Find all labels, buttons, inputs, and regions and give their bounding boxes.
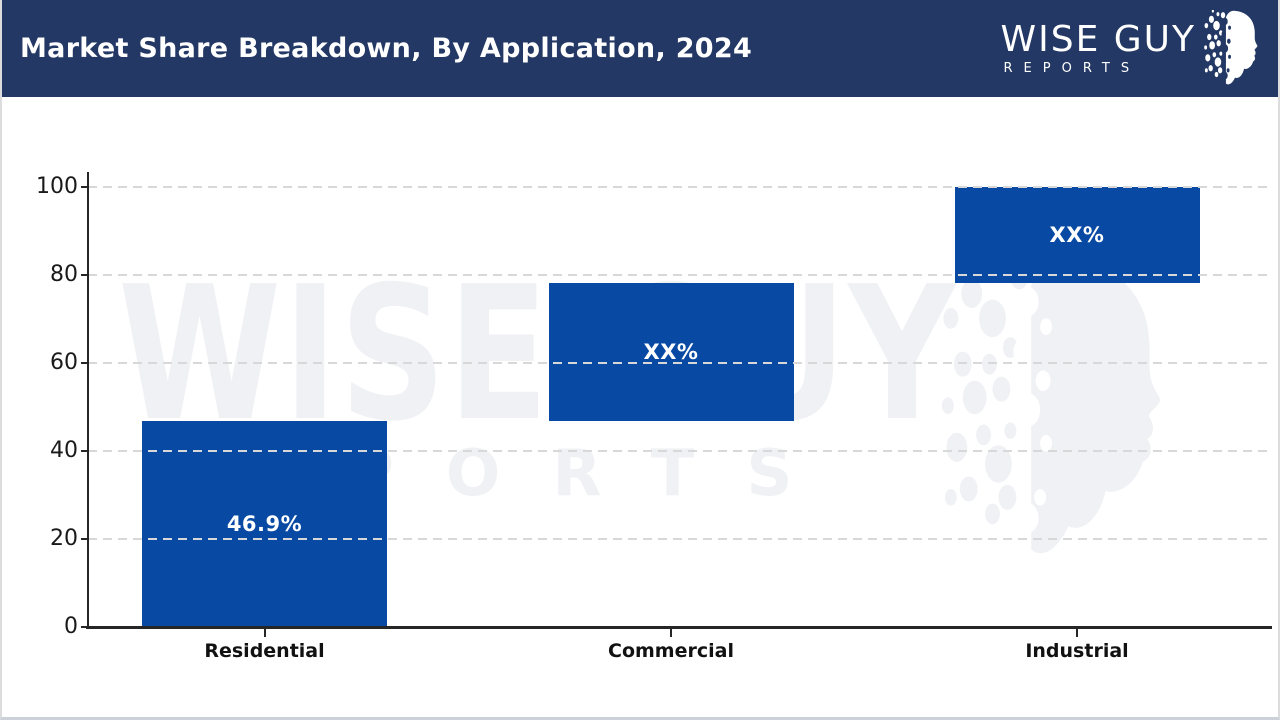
gridline-40 bbox=[88, 450, 1272, 452]
bar-value-label: XX% bbox=[1049, 222, 1105, 247]
y-tick bbox=[81, 450, 88, 452]
bar-commercial: XX% bbox=[548, 282, 794, 421]
x-tick bbox=[1076, 629, 1078, 637]
y-tick-label: 40 bbox=[50, 438, 78, 463]
y-axis-line bbox=[87, 172, 89, 629]
x-tick-label-residential: Residential bbox=[204, 640, 325, 662]
bar-value-label: XX% bbox=[643, 339, 699, 364]
bar-value-label: 46.9% bbox=[226, 511, 303, 536]
wiseguy-reports-logo: WISE GUY REPORTS bbox=[1001, 10, 1261, 88]
watermark-face-icon bbox=[933, 256, 1171, 568]
gridline-60 bbox=[88, 362, 1272, 364]
chart-title: Market Share Breakdown, By Application, … bbox=[20, 33, 753, 64]
x-tick-label-industrial: Industrial bbox=[1025, 640, 1129, 662]
y-tick bbox=[81, 186, 88, 188]
gridline-80 bbox=[88, 274, 1272, 276]
x-tick-label-commercial: Commercial bbox=[608, 640, 734, 662]
gridline-20 bbox=[88, 538, 1272, 540]
y-tick-label: 60 bbox=[50, 350, 78, 375]
y-tick-label: 80 bbox=[50, 262, 78, 287]
x-axis-line bbox=[86, 626, 1272, 629]
logo-brand-subtitle: REPORTS bbox=[1003, 61, 1141, 76]
bar-industrial: XX% bbox=[954, 187, 1200, 283]
logo-brand-name: WISE GUY bbox=[1000, 19, 1196, 60]
x-tick bbox=[670, 629, 672, 637]
y-tick bbox=[81, 274, 88, 276]
x-tick bbox=[263, 629, 266, 637]
y-tick bbox=[81, 538, 88, 540]
header-band: Market Share Breakdown, By Application, … bbox=[0, 0, 1280, 97]
y-tick-label: 100 bbox=[36, 174, 78, 199]
y-tick bbox=[81, 626, 88, 628]
watermark-text-line1: WISE GUY bbox=[118, 246, 958, 462]
bar-residential: 46.9% bbox=[142, 420, 387, 627]
y-tick-label: 20 bbox=[50, 526, 78, 551]
gridline-100 bbox=[88, 186, 1272, 188]
y-tick-label: 0 bbox=[64, 614, 78, 639]
wiseguy-face-icon bbox=[1202, 10, 1260, 88]
y-tick bbox=[81, 362, 88, 364]
